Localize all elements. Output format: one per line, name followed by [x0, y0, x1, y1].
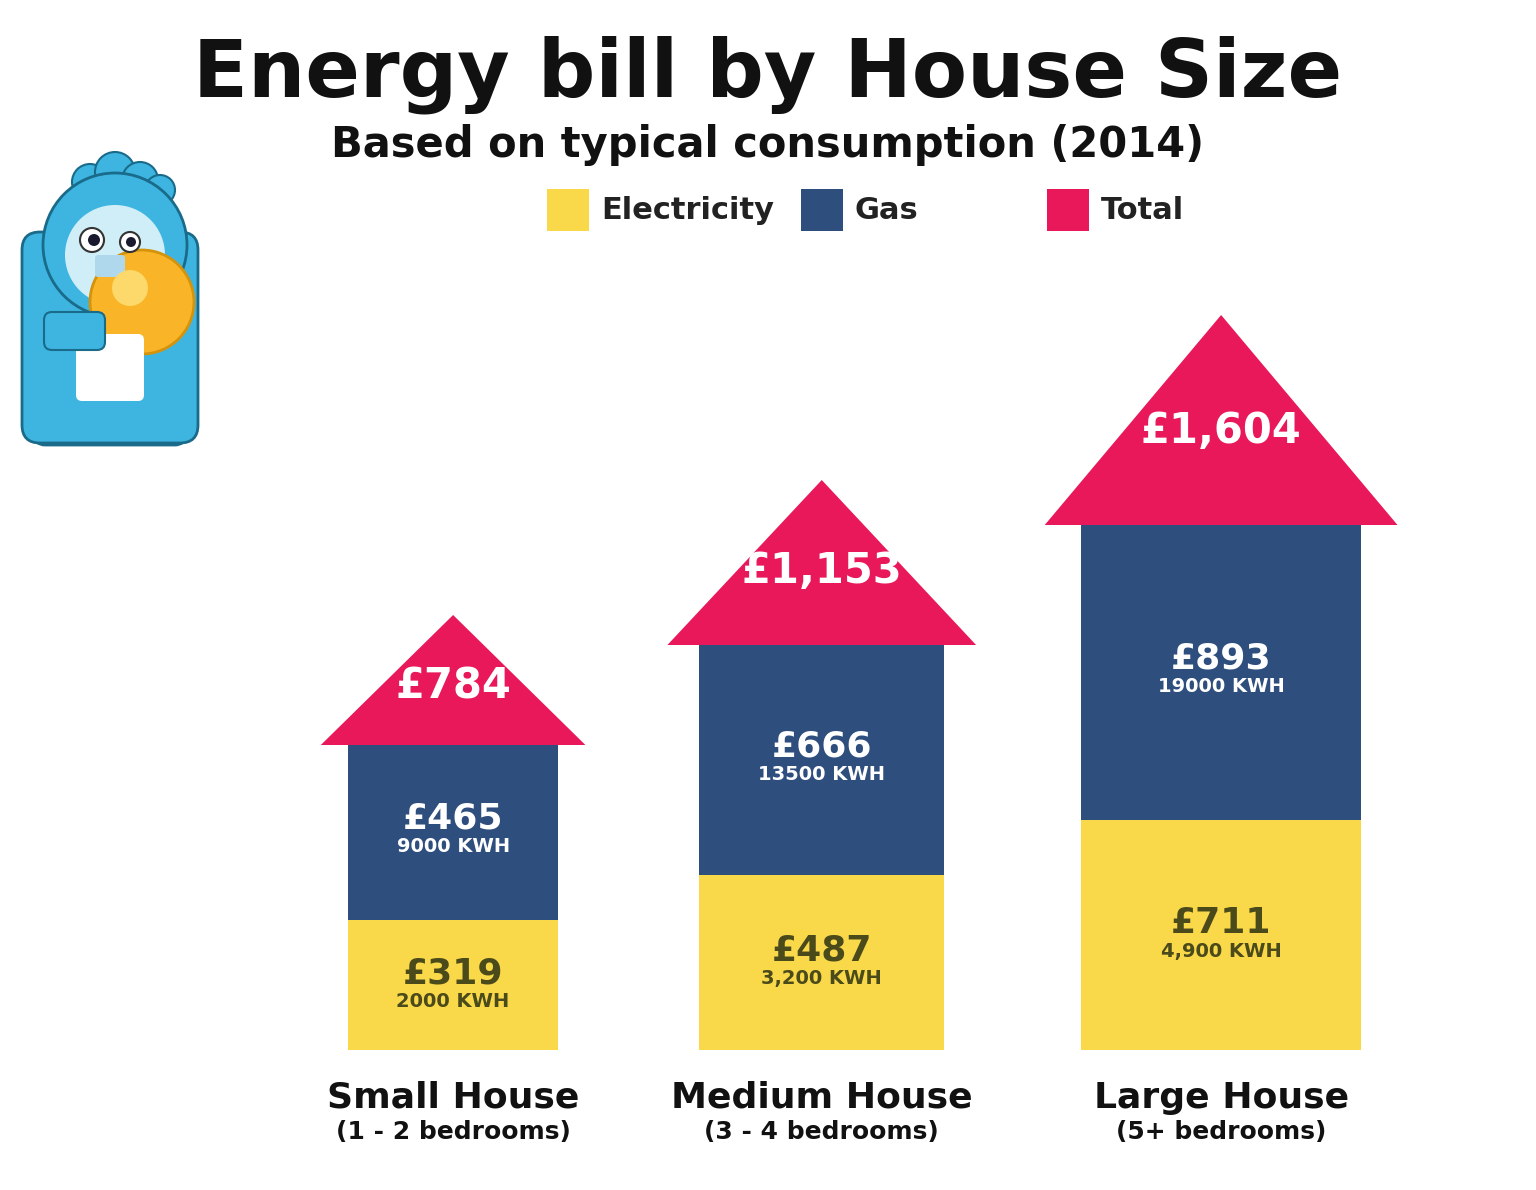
Text: 3,200 KWH: 3,200 KWH — [762, 969, 882, 988]
Circle shape — [120, 232, 140, 252]
Text: (1 - 2 bedrooms): (1 - 2 bedrooms) — [336, 1120, 570, 1144]
Text: Gas: Gas — [854, 195, 919, 225]
Text: Based on typical consumption (2014): Based on typical consumption (2014) — [332, 124, 1204, 165]
Text: 19000 KWH: 19000 KWH — [1158, 677, 1284, 696]
Text: £1,604: £1,604 — [1141, 409, 1301, 451]
Circle shape — [121, 162, 158, 198]
Text: £1,153: £1,153 — [742, 550, 902, 591]
Circle shape — [112, 270, 147, 306]
FancyBboxPatch shape — [45, 312, 104, 350]
Circle shape — [72, 164, 108, 200]
Circle shape — [65, 205, 164, 305]
Polygon shape — [1044, 315, 1398, 525]
Text: Electricity: Electricity — [601, 195, 774, 225]
Text: Large House: Large House — [1094, 1081, 1349, 1115]
Circle shape — [88, 234, 100, 246]
FancyBboxPatch shape — [1046, 189, 1089, 231]
Circle shape — [91, 250, 194, 353]
Circle shape — [43, 173, 187, 317]
Text: 13500 KWH: 13500 KWH — [759, 764, 885, 783]
FancyBboxPatch shape — [699, 645, 945, 875]
FancyBboxPatch shape — [75, 334, 144, 401]
Text: (3 - 4 bedrooms): (3 - 4 bedrooms) — [705, 1120, 938, 1144]
Text: 2000 KWH: 2000 KWH — [396, 991, 510, 1010]
Polygon shape — [668, 480, 975, 645]
Text: £784: £784 — [395, 665, 511, 708]
FancyBboxPatch shape — [699, 875, 945, 1050]
FancyBboxPatch shape — [800, 189, 843, 231]
Text: 4,900 KWH: 4,900 KWH — [1161, 941, 1281, 960]
FancyBboxPatch shape — [1081, 525, 1361, 820]
Circle shape — [95, 152, 135, 192]
Text: £711: £711 — [1170, 906, 1272, 940]
Text: Total: Total — [1100, 195, 1184, 225]
Circle shape — [80, 228, 104, 252]
FancyBboxPatch shape — [349, 920, 558, 1050]
Text: (5+ bedrooms): (5+ bedrooms) — [1117, 1120, 1326, 1144]
Circle shape — [144, 175, 175, 205]
FancyBboxPatch shape — [22, 232, 198, 443]
Text: Medium House: Medium House — [671, 1081, 972, 1115]
FancyBboxPatch shape — [349, 745, 558, 920]
Polygon shape — [321, 615, 585, 745]
Text: £666: £666 — [771, 729, 872, 763]
FancyBboxPatch shape — [95, 255, 124, 277]
Text: £319: £319 — [402, 956, 504, 990]
FancyBboxPatch shape — [35, 386, 184, 445]
Circle shape — [126, 237, 137, 248]
Text: £487: £487 — [771, 933, 872, 967]
Text: £893: £893 — [1170, 641, 1272, 676]
Text: Energy bill by House Size: Energy bill by House Size — [194, 36, 1342, 114]
Text: Small House: Small House — [327, 1081, 579, 1115]
FancyBboxPatch shape — [547, 189, 590, 231]
Text: 9000 KWH: 9000 KWH — [396, 837, 510, 856]
FancyBboxPatch shape — [1081, 820, 1361, 1050]
Text: £465: £465 — [402, 802, 504, 835]
